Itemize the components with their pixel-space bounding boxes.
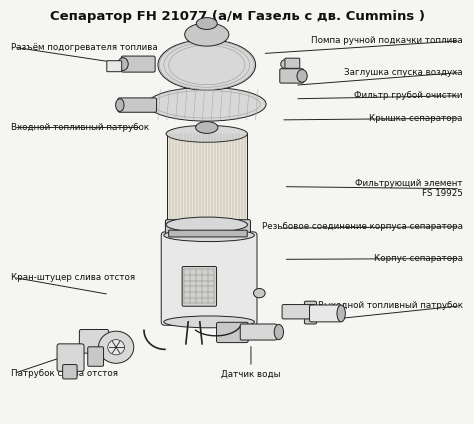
FancyBboxPatch shape: [121, 56, 155, 72]
FancyBboxPatch shape: [282, 304, 315, 319]
FancyBboxPatch shape: [165, 220, 250, 235]
Ellipse shape: [118, 58, 128, 70]
Ellipse shape: [116, 99, 124, 112]
Ellipse shape: [166, 126, 247, 142]
FancyBboxPatch shape: [169, 230, 247, 237]
Text: Корпус сепаратора: Корпус сепаратора: [374, 254, 463, 263]
Text: Резьбовое соединение корпуса сепаратора: Резьбовое соединение корпуса сепаратора: [262, 222, 463, 231]
Text: Сепаратор FH 21077 (а/м Газель с дв. Cummins ): Сепаратор FH 21077 (а/м Газель с дв. Cum…: [49, 10, 425, 23]
Text: Разъём подогревателя топлива: Разъём подогревателя топлива: [11, 43, 158, 52]
Ellipse shape: [166, 217, 247, 232]
Ellipse shape: [196, 122, 218, 134]
FancyBboxPatch shape: [167, 133, 247, 225]
FancyBboxPatch shape: [161, 232, 257, 325]
Ellipse shape: [158, 39, 255, 90]
FancyBboxPatch shape: [240, 324, 276, 340]
FancyBboxPatch shape: [285, 58, 300, 68]
Ellipse shape: [254, 288, 265, 298]
FancyBboxPatch shape: [310, 305, 341, 322]
Circle shape: [99, 331, 134, 363]
FancyBboxPatch shape: [79, 329, 109, 353]
Text: Заглушка спуска воздуха: Заглушка спуска воздуха: [344, 68, 463, 77]
FancyBboxPatch shape: [304, 301, 317, 324]
Text: Крышка сепаратора: Крышка сепаратора: [369, 114, 463, 123]
Ellipse shape: [164, 229, 255, 242]
Text: Входной топливный патрубок: Входной топливный патрубок: [11, 123, 150, 132]
Text: Кран-штуцер слива отстоя: Кран-штуцер слива отстоя: [11, 273, 136, 282]
FancyBboxPatch shape: [217, 322, 248, 343]
FancyBboxPatch shape: [118, 98, 156, 112]
FancyBboxPatch shape: [63, 365, 77, 379]
Ellipse shape: [196, 18, 217, 29]
Text: Фильтр грубой очистки: Фильтр грубой очистки: [354, 91, 463, 100]
FancyBboxPatch shape: [182, 267, 217, 306]
Ellipse shape: [164, 316, 255, 328]
Circle shape: [108, 340, 125, 355]
FancyBboxPatch shape: [107, 61, 122, 72]
Text: Патрубок слива отстоя: Патрубок слива отстоя: [11, 369, 119, 378]
Text: Датчик воды: Датчик воды: [221, 369, 281, 378]
Ellipse shape: [274, 324, 283, 340]
Text: Выходной топливный патрубок: Выходной топливный патрубок: [318, 301, 463, 310]
Ellipse shape: [337, 305, 346, 322]
Ellipse shape: [281, 59, 291, 69]
FancyBboxPatch shape: [57, 344, 84, 371]
Text: Фильтрующий элемент
FS 19925: Фильтрующий элемент FS 19925: [355, 179, 463, 198]
FancyBboxPatch shape: [280, 69, 303, 83]
Ellipse shape: [147, 87, 266, 121]
Ellipse shape: [297, 70, 307, 82]
Text: Помпа ручной подкачки топлива: Помпа ручной подкачки топлива: [311, 36, 463, 45]
Ellipse shape: [185, 23, 229, 46]
FancyBboxPatch shape: [88, 347, 103, 366]
